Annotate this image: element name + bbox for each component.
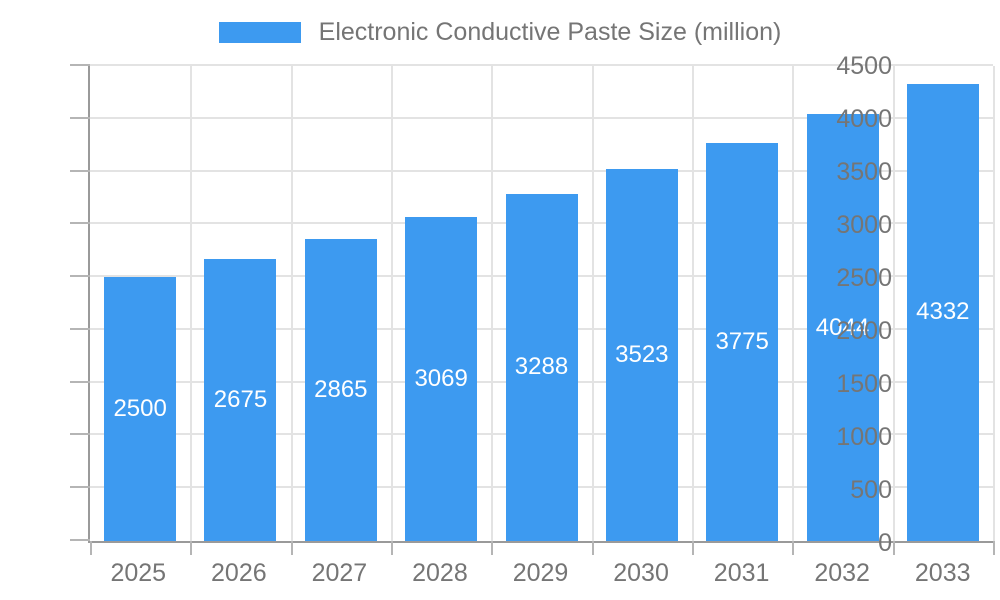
y-axis-label: 3500: [836, 158, 892, 186]
y-gridline: [90, 169, 993, 172]
x-gridline: [390, 66, 393, 541]
x-gridline: [691, 66, 694, 541]
y-axis-tick: [70, 486, 90, 489]
bar-value-label: 3523: [615, 341, 669, 369]
bar-2029[interactable]: 3288: [505, 193, 578, 541]
x-axis-tick: [190, 541, 193, 555]
y-axis-label: 3000: [836, 211, 892, 239]
bar-value-label: 4044: [815, 313, 870, 341]
y-axis-label: 1000: [836, 423, 892, 451]
x-gridline: [491, 66, 494, 541]
y-axis-label: 2500: [836, 264, 892, 292]
y-axis-tick: [70, 539, 90, 541]
bar-value-label: 3775: [715, 327, 769, 355]
x-axis-label: 2029: [512, 559, 569, 587]
y-axis-tick: [70, 380, 90, 383]
bar-2030[interactable]: 3523: [605, 169, 678, 541]
x-axis-tick: [892, 541, 895, 555]
bar-2033[interactable]: 4332: [906, 83, 979, 541]
x-axis-tick: [290, 541, 293, 555]
x-axis-label: 2033: [914, 559, 971, 587]
x-axis-tick: [90, 541, 92, 555]
y-axis-tick: [70, 433, 90, 436]
x-axis-label: 2028: [412, 559, 468, 587]
x-axis-label: 2031: [713, 559, 770, 587]
x-axis-tick: [390, 541, 393, 555]
y-axis-label: 500: [850, 476, 892, 504]
x-gridline: [792, 66, 795, 541]
x-axis-label: 2025: [110, 559, 167, 587]
y-axis-tick: [70, 169, 90, 172]
bar-2026[interactable]: 2675: [204, 258, 277, 541]
x-axis-tick: [993, 541, 995, 555]
legend-swatch: [218, 21, 301, 43]
bar-2028[interactable]: 3069: [405, 217, 478, 541]
y-axis-tick: [70, 64, 90, 66]
x-axis-label: 2027: [311, 559, 368, 587]
y-axis-tick: [70, 275, 90, 278]
x-gridline: [993, 66, 995, 541]
y-axis-label: 4000: [836, 105, 892, 133]
y-axis-tick: [70, 116, 90, 119]
bar-2027[interactable]: 2865: [304, 238, 377, 541]
y-gridline: [90, 64, 993, 66]
x-axis-tick: [591, 541, 594, 555]
bar-value-label: 2500: [113, 395, 167, 423]
x-axis-tick: [691, 541, 694, 555]
x-gridline: [190, 66, 193, 541]
y-axis-tick: [70, 327, 90, 330]
y-axis-label: 1500: [836, 370, 892, 398]
legend-item[interactable]: Electronic Conductive Paste Size (millio…: [0, 18, 1000, 46]
plot-area: 2500 2675 2865 3069 3288 3523 3775 4044 4332: [70, 64, 995, 555]
bar-value-label: 2865: [314, 375, 368, 403]
x-axis-label: 2030: [613, 559, 669, 587]
y-axis-label: 0: [878, 529, 892, 557]
bar-2025[interactable]: 2500: [104, 277, 177, 541]
y-gridline: [90, 116, 993, 119]
x-gridline: [892, 66, 895, 541]
x-axis-label: 2026: [211, 559, 267, 587]
y-axis-label: 4500: [836, 52, 892, 80]
bar-2032[interactable]: 4044: [806, 114, 879, 541]
x-gridline: [290, 66, 293, 541]
x-gridline: [591, 66, 594, 541]
bar-value-label: 3069: [414, 365, 468, 393]
legend-label: Electronic Conductive Paste Size (millio…: [318, 17, 782, 46]
x-axis-tick: [491, 541, 494, 555]
x-axis-tick: [792, 541, 795, 555]
y-axis-label: 2000: [836, 317, 892, 345]
bar-value-label: 3288: [514, 353, 569, 381]
bar-value-label: 2675: [213, 385, 268, 413]
bar-2031[interactable]: 3775: [706, 142, 779, 541]
bar-value-label: 4332: [916, 298, 970, 326]
x-axis-label: 2032: [814, 559, 870, 587]
y-axis-tick: [70, 222, 90, 225]
